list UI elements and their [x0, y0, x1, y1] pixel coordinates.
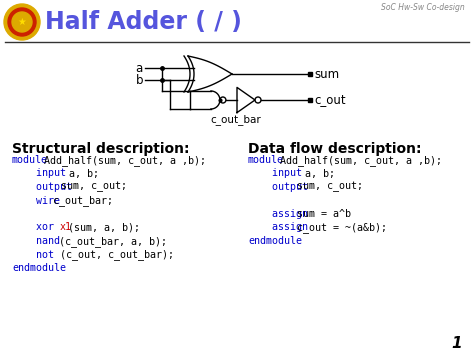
Text: sum, c_out;: sum, c_out; [55, 182, 127, 192]
Text: assign: assign [248, 209, 308, 219]
Text: assign: assign [248, 223, 308, 233]
Text: nand: nand [12, 236, 60, 246]
Text: input: input [248, 169, 302, 179]
Text: ★: ★ [18, 17, 27, 27]
Text: a: a [136, 61, 143, 75]
Text: (c_out_bar, a, b);: (c_out_bar, a, b); [46, 236, 166, 247]
Text: endmodule: endmodule [12, 263, 66, 273]
Text: (c_out, c_out_bar);: (c_out, c_out_bar); [42, 250, 174, 261]
Text: wire: wire [12, 196, 60, 206]
Text: c_out = ~(a&b);: c_out = ~(a&b); [291, 223, 387, 233]
Text: Half Adder ( / ): Half Adder ( / ) [45, 10, 242, 34]
Text: Add_half(sum, c_out, a ,b);: Add_half(sum, c_out, a ,b); [38, 155, 206, 166]
Text: a, b;: a, b; [287, 169, 335, 179]
Circle shape [8, 8, 36, 36]
Circle shape [12, 12, 32, 32]
Text: b: b [136, 73, 143, 87]
Circle shape [4, 4, 40, 40]
Text: sum, c_out;: sum, c_out; [291, 182, 363, 192]
Text: endmodule: endmodule [248, 236, 302, 246]
Text: input: input [12, 169, 66, 179]
Text: a, b;: a, b; [51, 169, 99, 179]
Text: x1: x1 [60, 223, 72, 233]
Text: not: not [12, 250, 54, 260]
Text: output: output [248, 182, 308, 192]
Text: Data flow description:: Data flow description: [248, 142, 421, 156]
Text: c_out_bar: c_out_bar [210, 114, 261, 125]
Text: module: module [248, 155, 284, 165]
Text: sum: sum [314, 67, 339, 81]
Text: 1: 1 [451, 336, 462, 351]
Text: c_out: c_out [314, 93, 346, 106]
Text: SoC Hw-Sw Co-design: SoC Hw-Sw Co-design [381, 3, 465, 12]
Text: (sum, a, b);: (sum, a, b); [68, 223, 140, 233]
Text: xor: xor [12, 223, 54, 233]
Text: Add_half(sum, c_out, a ,b);: Add_half(sum, c_out, a ,b); [274, 155, 442, 166]
Text: Structural description:: Structural description: [12, 142, 190, 156]
Text: c_out_bar;: c_out_bar; [46, 196, 112, 206]
Text: output: output [12, 182, 72, 192]
Text: module: module [12, 155, 48, 165]
Text: sum = a^b: sum = a^b [291, 209, 351, 219]
